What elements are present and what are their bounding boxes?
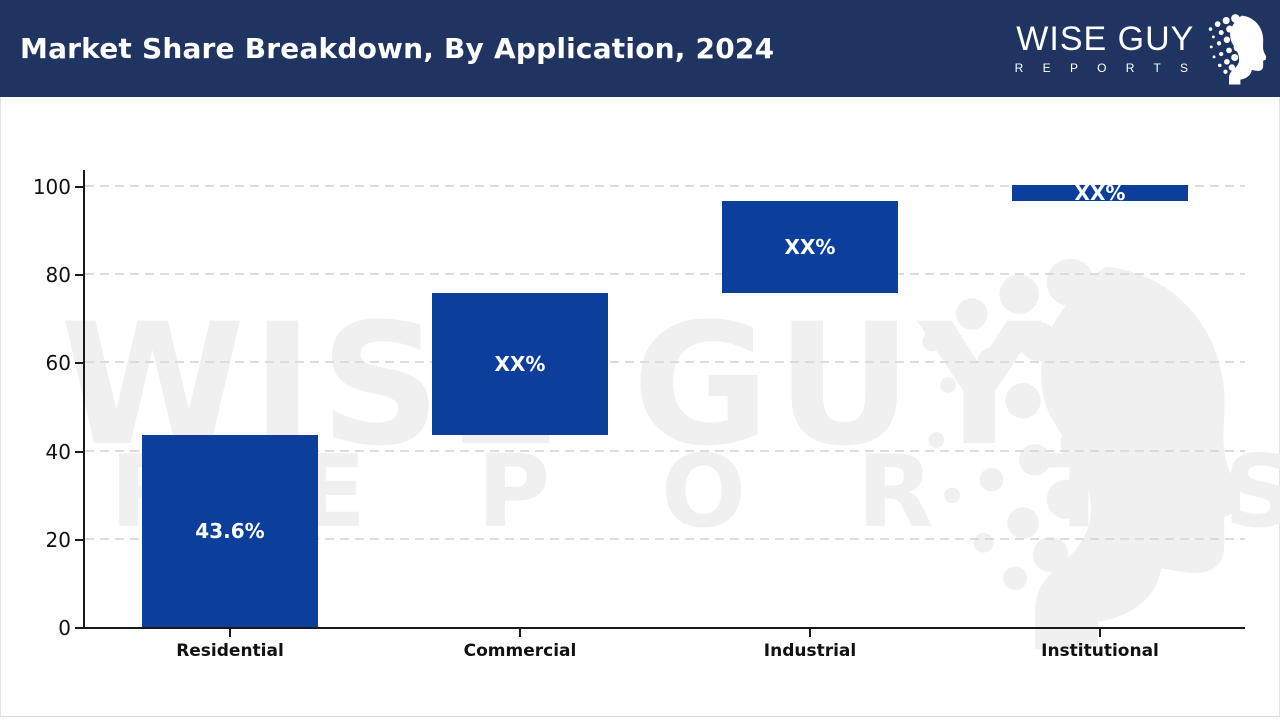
y-tick-label: 80 (45, 263, 71, 288)
x-tick-residential (229, 629, 231, 637)
y-tick-40 (75, 450, 83, 453)
chart-area: WISE GUY R E P O R T S 43.6% XX% XX% XX% 0 20… (0, 97, 1280, 720)
logo-text: WISE GUY R E P O R T S (1015, 22, 1196, 75)
header-bar: Market Share Breakdown, By Application, … (0, 0, 1280, 97)
gridline-y60 (85, 361, 1245, 364)
y-tick-label: 20 (45, 527, 71, 552)
x-tick-commercial (519, 629, 521, 637)
x-axis (83, 627, 1245, 629)
category-label-institutional: Institutional (1041, 641, 1159, 661)
y-tick-80 (75, 274, 83, 277)
gridline-y100 (85, 185, 1245, 187)
bar-industrial (722, 200, 898, 293)
bar-commercial (432, 292, 608, 435)
y-tick-20 (75, 538, 83, 541)
gridline-y20 (85, 537, 1245, 540)
watermark-head-profile-dots-icon (922, 258, 1240, 650)
gridline-y40 (85, 449, 1245, 452)
wiseguy-logo: WISE GUY R E P O R T S (1015, 6, 1280, 92)
x-tick-industrial (809, 629, 811, 637)
bar-value-label: 43.6% (195, 518, 265, 543)
category-label-commercial: Commercial (463, 641, 577, 661)
category-label-industrial: Industrial (763, 641, 857, 661)
bar-value-label: XX% (494, 351, 546, 376)
logo-wordmark: WISE GUY (1016, 20, 1195, 58)
bar-institutional (1012, 185, 1188, 202)
bar-residential (142, 434, 318, 627)
logo-subtitle: R E P O R T S (1014, 61, 1196, 75)
bar-value-label: XX% (1074, 181, 1126, 206)
y-tick-100 (75, 186, 83, 188)
gridline-y80 (85, 273, 1245, 276)
y-axis (83, 170, 85, 629)
y-tick-60 (75, 362, 83, 365)
y-tick-0 (75, 627, 83, 629)
chart-frame-bottom-border (0, 716, 1280, 717)
chart-frame-left-border (0, 97, 1, 717)
category-label-residential: Residential (176, 641, 284, 661)
y-tick-label: 100 (32, 175, 71, 199)
y-tick-label: 40 (45, 439, 71, 464)
bar-value-label: XX% (784, 234, 836, 259)
page-title: Market Share Breakdown, By Application, … (20, 32, 775, 65)
y-tick-label: 0 (58, 616, 71, 640)
x-tick-institutional (1099, 629, 1101, 637)
head-profile-dots-icon (1208, 13, 1266, 85)
y-tick-label: 60 (45, 351, 71, 376)
